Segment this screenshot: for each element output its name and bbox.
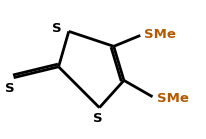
Text: S: S — [5, 82, 14, 95]
Text: SMe: SMe — [144, 28, 175, 41]
Text: S: S — [92, 112, 102, 125]
Text: SMe: SMe — [156, 92, 187, 105]
Text: S: S — [52, 22, 61, 35]
